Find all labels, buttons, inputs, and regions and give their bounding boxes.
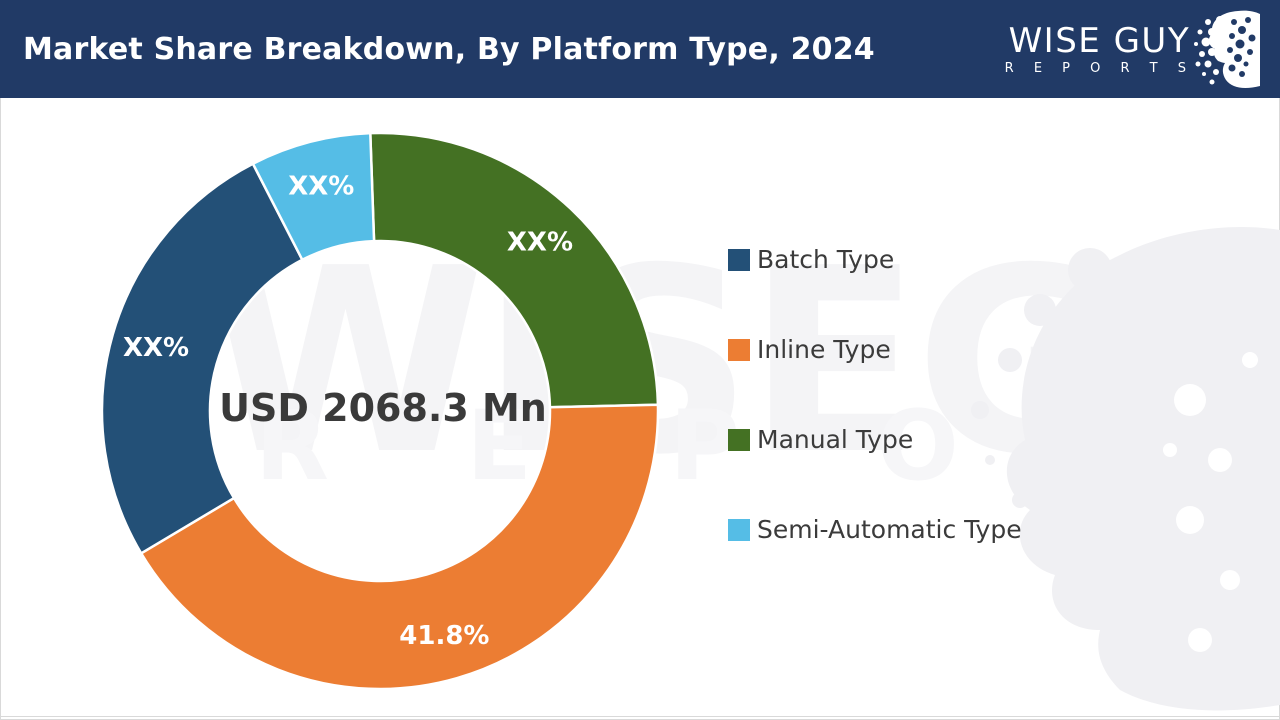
legend-swatch-inline-type	[728, 339, 750, 361]
brand-name: WISE GUY	[1008, 20, 1191, 61]
legend-label-inline-type: Inline Type	[757, 335, 891, 364]
donut-segment-manual-type[interactable]	[369, 131, 660, 409]
donut-segment-batch-type[interactable]	[100, 162, 304, 556]
brand-face-icon	[1194, 10, 1260, 88]
slice-label-batch-type: XX%	[123, 333, 189, 363]
legend-label-semi-automatic-type: Semi-Automatic Type	[757, 515, 1022, 544]
legend: Batch Type Inline Type Manual Type Semi-Aut…	[728, 245, 1022, 609]
slice-label-manual-type: XX%	[507, 228, 573, 258]
donut-segment-semi-automatic-type[interactable]	[251, 131, 376, 262]
canvas-bottom-border	[0, 716, 1280, 717]
legend-item-batch-type[interactable]: Batch Type	[728, 245, 1022, 274]
brand-subtitle: R E P O R T S	[1004, 61, 1194, 77]
legend-swatch-batch-type	[728, 249, 750, 271]
legend-label-manual-type: Manual Type	[757, 425, 914, 454]
header-bar: Market Share Breakdown, By Platform Type…	[0, 0, 1280, 98]
legend-swatch-semi-automatic-type	[728, 519, 750, 541]
legend-item-manual-type[interactable]: Manual Type	[728, 425, 1022, 454]
legend-item-inline-type[interactable]: Inline Type	[728, 335, 1022, 364]
brand-logo: WISE GUY R E P O R T S	[1005, 8, 1264, 92]
donut-segment-inline-type[interactable]	[139, 403, 660, 691]
brand-logo-text: WISE GUY R E P O R T S	[1004, 20, 1194, 77]
slice-label-semi-automatic-type: XX%	[288, 172, 354, 202]
slice-label-inline-type: 41.8%	[399, 621, 489, 651]
legend-label-batch-type: Batch Type	[757, 245, 895, 274]
legend-swatch-manual-type	[728, 429, 750, 451]
page-title: Market Share Breakdown, By Platform Type…	[23, 31, 875, 67]
legend-item-semi-automatic-type[interactable]: Semi-Automatic Type	[728, 515, 1022, 544]
donut-center-value: USD 2068.3 Mn	[219, 386, 547, 430]
